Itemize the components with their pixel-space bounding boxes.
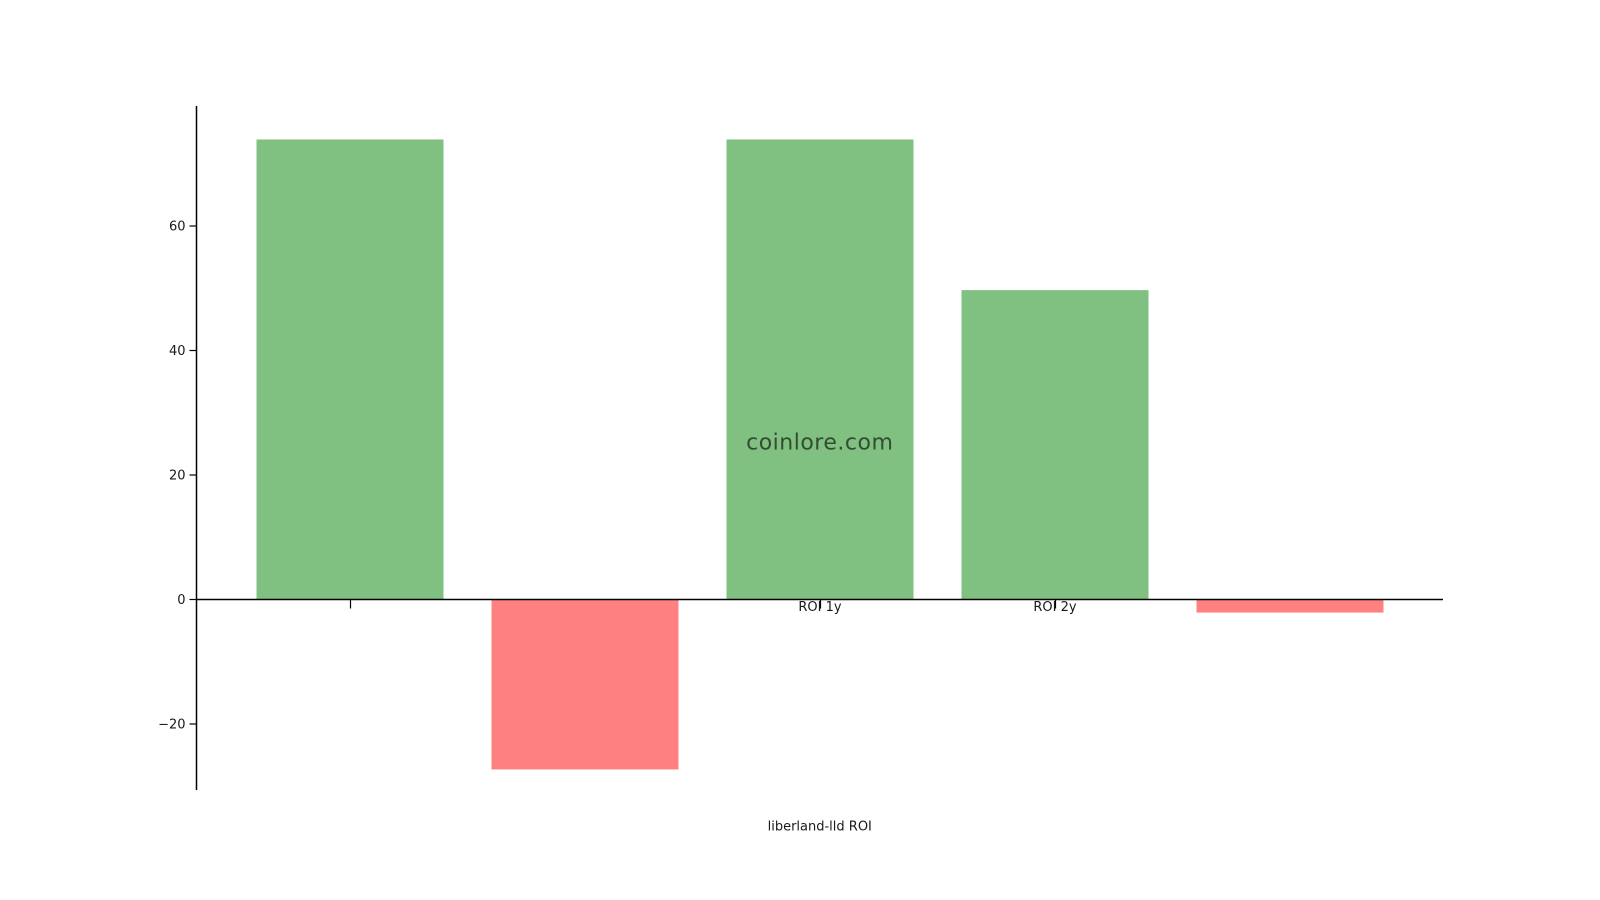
y-tick-label: −20 (158, 718, 185, 733)
chart-title: liberland-lld ROI (767, 819, 872, 835)
bar-negative (1196, 599, 1384, 613)
x-tick-label: ROI 2y (1033, 600, 1077, 615)
bar-negative (491, 599, 679, 770)
watermark: coinlore.com (746, 430, 894, 456)
x-axis-tick-labels: ROI 1y ROI 2y (798, 600, 1077, 615)
x-tick-label: ROI 1y (798, 600, 842, 615)
y-tick-label: 20 (169, 469, 186, 484)
bar-positive (256, 139, 444, 600)
bar-positive (726, 139, 914, 600)
y-axis-ticks (189, 225, 197, 725)
axis-lines (195, 106, 1443, 790)
bar-positive (961, 290, 1149, 600)
bars (256, 139, 1384, 770)
y-tick-label: 0 (177, 593, 185, 608)
y-axis-tick-labels: 60 40 20 0 −20 (158, 220, 185, 733)
y-tick-label: 40 (169, 344, 186, 359)
y-tick-label: 60 (169, 220, 186, 235)
